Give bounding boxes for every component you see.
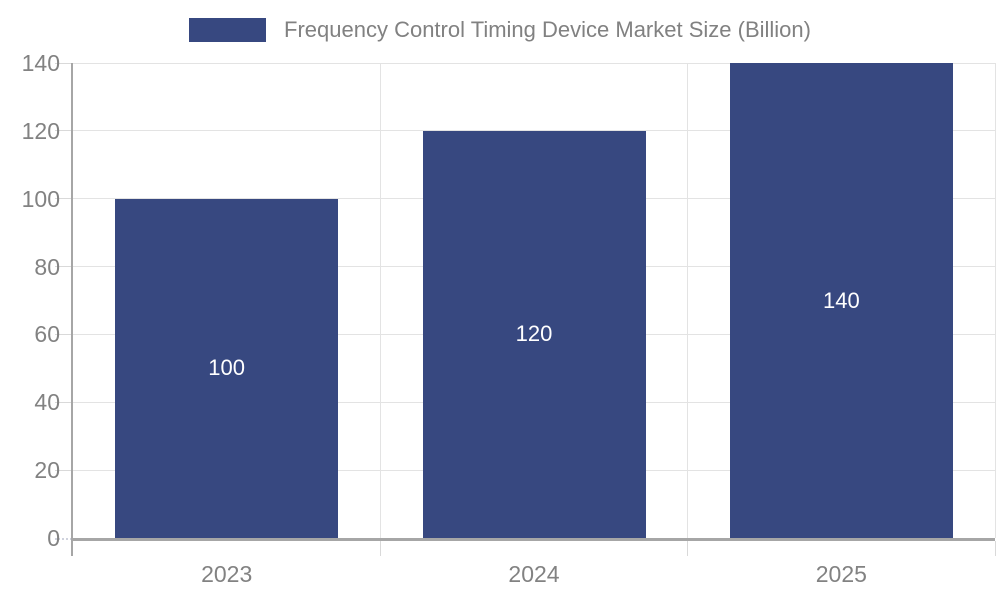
gridline-x bbox=[994, 63, 996, 538]
x-tick-label-2025: 2025 bbox=[815, 561, 867, 587]
bar-value-label: 120 bbox=[515, 321, 553, 347]
x-tick-mark bbox=[687, 541, 689, 556]
y-tick-label: 40 bbox=[34, 389, 60, 416]
y-tick-label: 20 bbox=[34, 457, 60, 484]
gridline-x bbox=[379, 63, 381, 538]
y-tick-mark bbox=[55, 198, 72, 200]
y-tick-mark bbox=[55, 469, 72, 471]
gridline-y-60 bbox=[73, 333, 995, 335]
y-tick-mark bbox=[55, 266, 72, 268]
chart-legend[interactable]: Frequency Control Timing Device Market S… bbox=[0, 12, 1000, 48]
x-tick-mark bbox=[379, 541, 381, 556]
gridline-y-40 bbox=[73, 401, 995, 403]
y-tick-mark bbox=[55, 537, 72, 540]
gridline-y-80 bbox=[73, 266, 995, 268]
bar-2025 bbox=[729, 63, 953, 538]
x-axis-line bbox=[71, 538, 995, 541]
x-tick-label-2024: 2024 bbox=[508, 561, 560, 587]
gridline-y-120 bbox=[73, 130, 995, 132]
y-tick-label: 140 bbox=[21, 50, 60, 76]
y-tick-label: 80 bbox=[34, 253, 60, 280]
legend-title: Frequency Control Timing Device Market S… bbox=[284, 17, 811, 42]
bar-2023 bbox=[115, 198, 339, 538]
y-tick-mark bbox=[55, 62, 72, 64]
y-tick-label: 0 bbox=[47, 525, 60, 551]
y-tick-label: 60 bbox=[34, 321, 60, 348]
y-tick-label: 100 bbox=[21, 185, 60, 212]
gridline-y-100 bbox=[73, 198, 995, 200]
x-tick-label-2023: 2023 bbox=[201, 561, 253, 587]
y-tick-mark bbox=[55, 130, 72, 132]
gridline-y-140 bbox=[73, 62, 995, 64]
y-tick-label: 120 bbox=[21, 117, 60, 144]
y-tick-mark bbox=[55, 333, 72, 335]
gridline-x bbox=[687, 63, 689, 538]
bar-value-label: 100 bbox=[208, 355, 246, 381]
legend-swatch-icon bbox=[189, 18, 267, 42]
bar-2024 bbox=[422, 130, 646, 538]
bar-value-label: 140 bbox=[822, 287, 860, 313]
y-axis-line bbox=[71, 63, 73, 556]
y-tick-mark bbox=[55, 401, 72, 403]
gridline-y-20 bbox=[73, 469, 995, 471]
x-tick-mark bbox=[994, 541, 996, 556]
